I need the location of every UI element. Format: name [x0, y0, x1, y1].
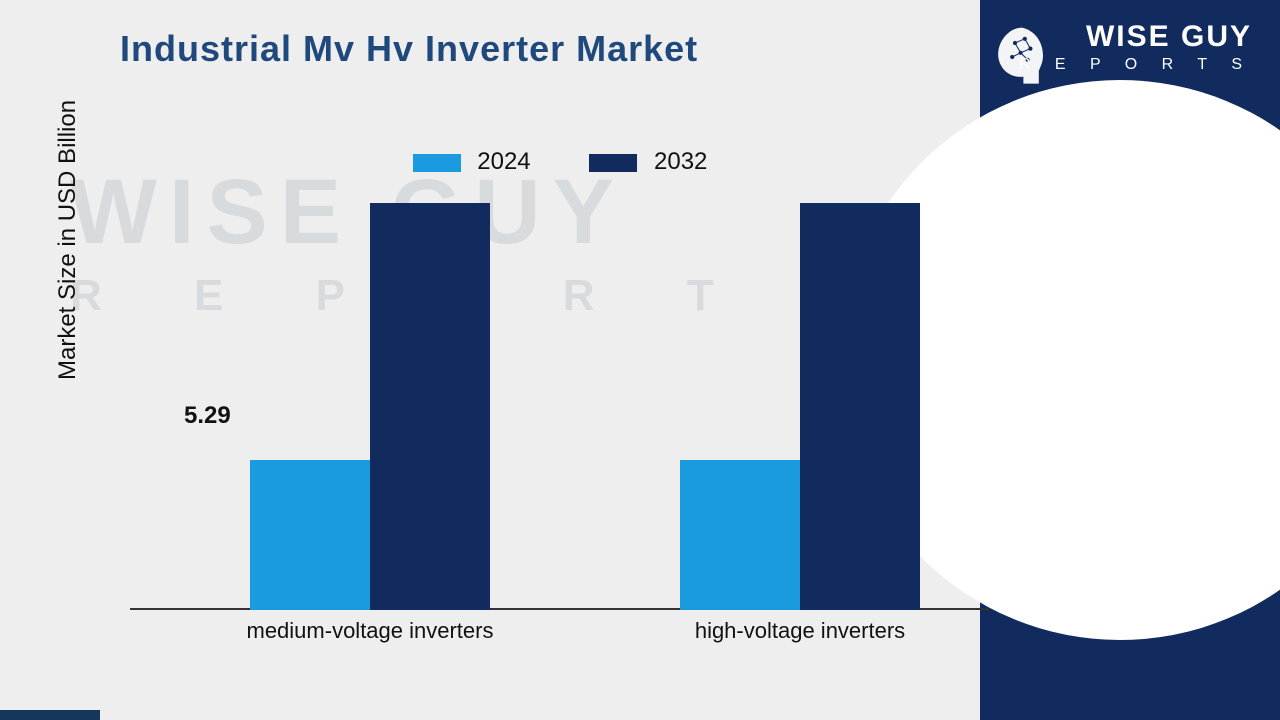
plot-area: 2024 2032 5.29medium-voltage invertershi… [130, 120, 990, 680]
legend: 2024 2032 [130, 148, 990, 176]
legend-label-2024: 2024 [477, 148, 530, 175]
legend-swatch-2024 [413, 154, 461, 172]
bar [370, 203, 490, 610]
y-axis-label: Market Size in USD Billion [54, 100, 82, 380]
brand-line1: WISE GUY [1019, 20, 1252, 54]
bar [250, 460, 370, 610]
brand-line2: R E P O R T S [1019, 56, 1252, 74]
legend-item-2024: 2024 [413, 148, 531, 176]
legend-item-2032: 2032 [589, 148, 707, 176]
bar-group: 5.29medium-voltage inverters [250, 200, 510, 610]
bar [800, 203, 920, 610]
bar [680, 460, 800, 610]
brand-logo: WISE GUY R E P O R T S [1019, 20, 1252, 74]
chart-canvas: WISE GUY R E P O R T S Industrial Mv Hv … [0, 0, 1280, 720]
legend-label-2032: 2032 [654, 148, 707, 175]
chart-title: Industrial Mv Hv Inverter Market [120, 28, 698, 70]
bottom-accent [0, 710, 100, 720]
bar-groups: 5.29medium-voltage inverters high-voltage… [130, 200, 990, 610]
bar-group: high-voltage inverters [680, 200, 940, 610]
x-axis-category-label: medium-voltage inverters [240, 618, 500, 643]
bar-value-label: 5.29 [184, 402, 231, 430]
legend-swatch-2032 [589, 154, 637, 172]
x-axis-category-label: high-voltage inverters [670, 618, 930, 643]
